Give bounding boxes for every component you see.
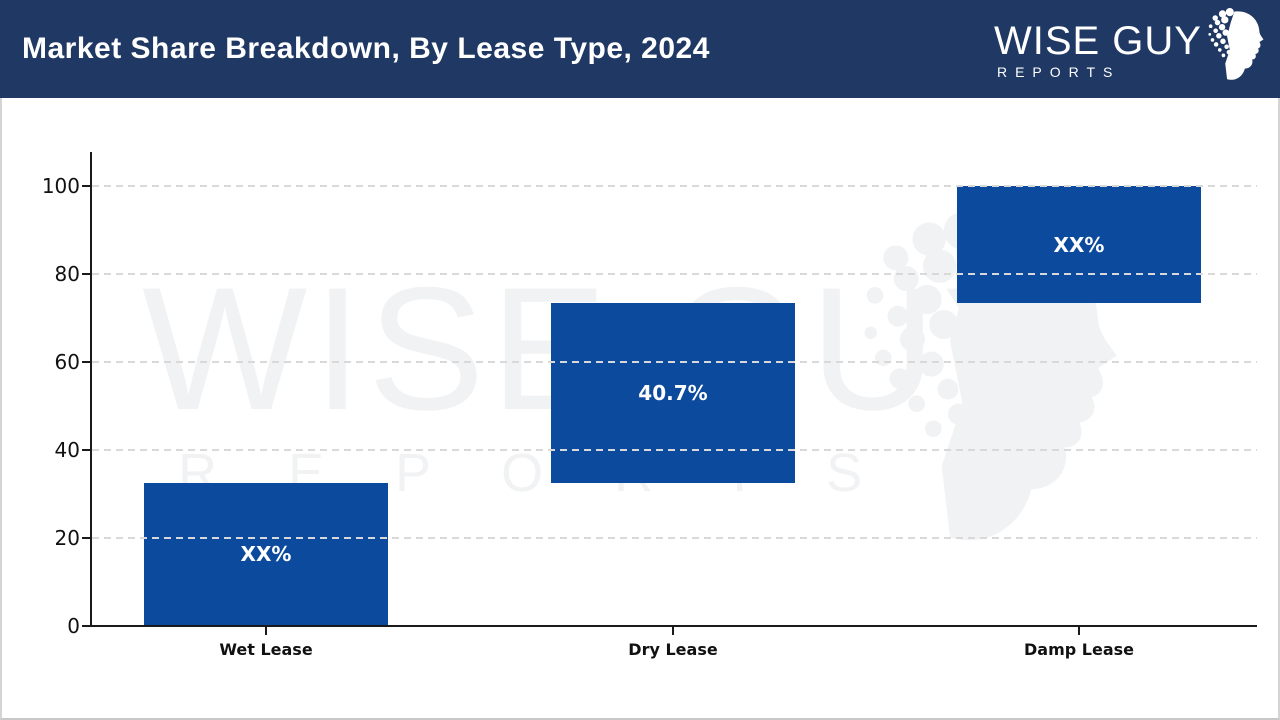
y-tick-0 <box>82 625 90 627</box>
y-tick-label-0: 0 <box>67 614 80 638</box>
logo-face-icon <box>1208 8 1264 80</box>
y-tick-40 <box>82 449 90 451</box>
y-tick-100 <box>82 185 90 187</box>
y-tick-60 <box>82 361 90 363</box>
gridline-60 <box>92 361 1257 363</box>
bar-value-label: 40.7% <box>638 381 708 405</box>
watermark-face-icon <box>864 212 1117 541</box>
x-tick-damp-lease <box>1078 627 1080 635</box>
bar-dry-lease: 40.7% <box>551 303 795 483</box>
bar-wet-lease: XX% <box>144 482 388 626</box>
gridline-100 <box>92 185 1257 187</box>
y-tick-label-100: 100 <box>41 174 80 198</box>
bar-damp-lease: XX% <box>957 186 1201 304</box>
page-title: Market Share Breakdown, By Lease Type, 2… <box>22 32 710 65</box>
x-tick-label-wet-lease: Wet Lease <box>219 640 313 659</box>
gridline-20 <box>92 537 1257 539</box>
y-axis-spine <box>90 152 92 627</box>
y-tick-80 <box>82 273 90 275</box>
y-tick-label-20: 20 <box>54 526 80 550</box>
y-tick-label-40: 40 <box>54 438 80 462</box>
y-tick-label-60: 60 <box>54 350 80 374</box>
x-tick-dry-lease <box>672 627 674 635</box>
logo-text: WISE GUY REPORTS <box>994 19 1202 80</box>
bar-value-label: XX% <box>240 542 292 567</box>
gridline-40 <box>92 449 1257 451</box>
bar-value-label: XX% <box>1053 232 1105 257</box>
y-tick-label-80: 80 <box>54 262 80 286</box>
x-tick-label-dry-lease: Dry Lease <box>628 640 718 659</box>
header: Market Share Breakdown, By Lease Type, 2… <box>0 0 1280 98</box>
x-tick-wet-lease <box>265 627 267 635</box>
y-tick-20 <box>82 537 90 539</box>
logo-subtitle: REPORTS <box>996 63 1121 80</box>
logo-wordmark: WISE GUY <box>993 18 1202 63</box>
gridline-80 <box>92 273 1257 275</box>
wise-guy-logo: WISE GUY REPORTS <box>994 8 1270 90</box>
x-axis-spine <box>90 625 1257 627</box>
x-tick-label-damp-lease: Damp Lease <box>1024 640 1134 659</box>
